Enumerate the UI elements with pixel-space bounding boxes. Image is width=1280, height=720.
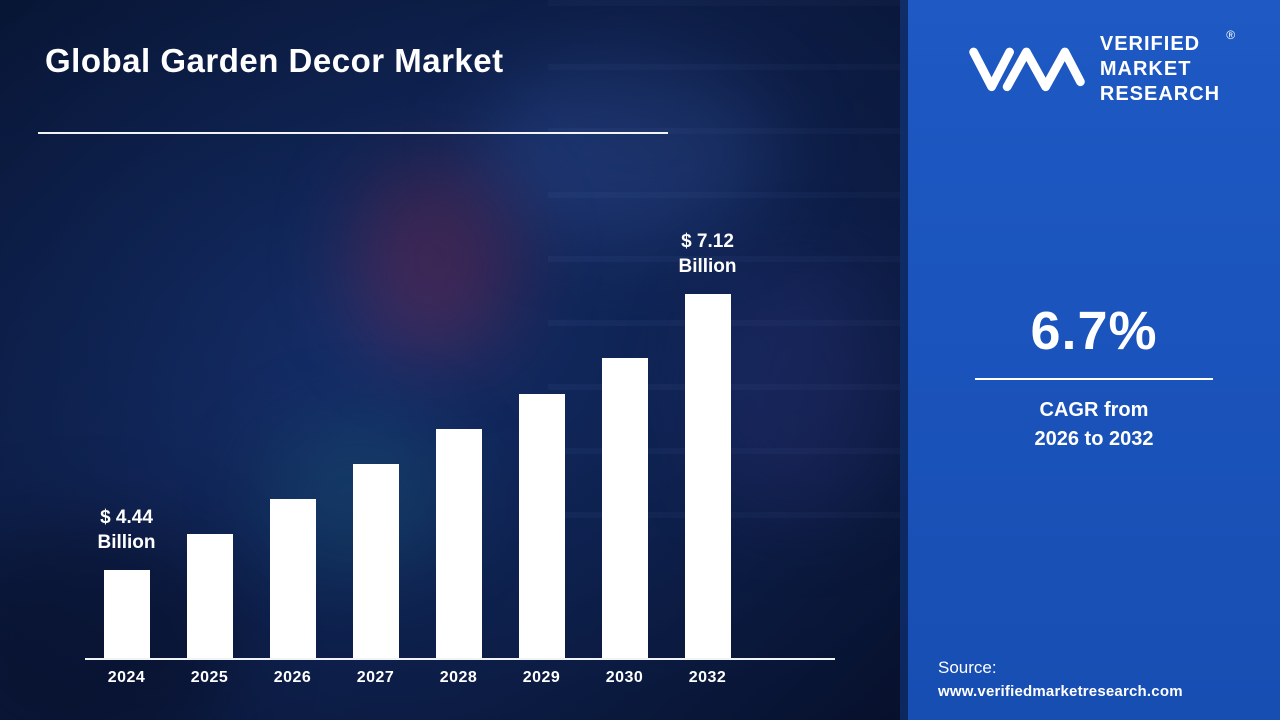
bar-label: 2029: [522, 669, 561, 686]
cagr-block: 6.7% CAGR from 2026 to 2032: [908, 300, 1280, 454]
cagr-label: CAGR from 2026 to 2032: [908, 396, 1280, 454]
brand-line: VERIFIED: [1099, 33, 1201, 55]
source-label: Source:: [938, 658, 997, 677]
bar-column: [334, 260, 417, 658]
bar: [518, 394, 565, 658]
chart-labels: 2024 2025 2026 2027 2028 2029 2030 2032: [85, 660, 835, 696]
chart-panel: Global Garden Decor Market $ 4.44 Billion…: [0, 0, 908, 720]
bar: [103, 570, 150, 658]
brand-line: MARKET: [1099, 58, 1192, 80]
cagr-divider: [975, 378, 1213, 380]
bar-column: [168, 260, 251, 658]
brand-name: VERIFIED MARKET RESEARCH ®: [1099, 28, 1235, 107]
bar-column: [500, 260, 583, 658]
chart-plot: $ 4.44 Billion $ 7.12 Billion: [85, 231, 835, 660]
bar-label: 2028: [439, 669, 478, 686]
bar-annotation: $ 7.12 Billion: [678, 230, 737, 278]
bar-column: $ 4.44 Billion: [85, 260, 168, 658]
bar-column: [251, 260, 334, 658]
bar-label: 2027: [356, 669, 395, 686]
bar-column: [583, 260, 666, 658]
bar-label: 2032: [688, 669, 727, 686]
bar: [684, 294, 731, 658]
vmr-logo-mark-icon: [969, 47, 1085, 91]
brand-line: RESEARCH: [1099, 83, 1221, 105]
bar: [269, 499, 316, 658]
bar-column: $ 7.12 Billion: [666, 231, 749, 658]
bar-label: 2030: [605, 669, 644, 686]
bar-label: 2025: [190, 669, 229, 686]
bar-column: [417, 260, 500, 658]
source-block: Source: www.verifiedmarketresearch.com: [938, 658, 1183, 700]
bar: [352, 464, 399, 658]
bar-annotation: $ 4.44 Billion: [97, 506, 156, 554]
bar: [186, 534, 233, 658]
bar: [435, 429, 482, 658]
source-url: www.verifiedmarketresearch.com: [938, 683, 1183, 700]
page-title: Global Garden Decor Market: [45, 42, 504, 79]
title-underline: [38, 132, 668, 134]
vmr-logo: VERIFIED MARKET RESEARCH ®: [908, 28, 1280, 107]
bar-label: 2024: [107, 669, 146, 686]
cagr-value: 6.7%: [1030, 301, 1158, 361]
info-panel: VERIFIED MARKET RESEARCH ® 6.7% CAGR fro…: [900, 0, 1280, 720]
registered-mark-icon: ®: [1226, 28, 1237, 42]
cagr-label-line2: 2026 to 2032: [1034, 428, 1154, 450]
bar: [601, 358, 648, 658]
bar-label: 2026: [273, 669, 312, 686]
cagr-label-line1: CAGR from: [1039, 399, 1149, 421]
bar-chart: $ 4.44 Billion $ 7.12 Billion 2024 2025 2026 2…: [85, 231, 835, 696]
